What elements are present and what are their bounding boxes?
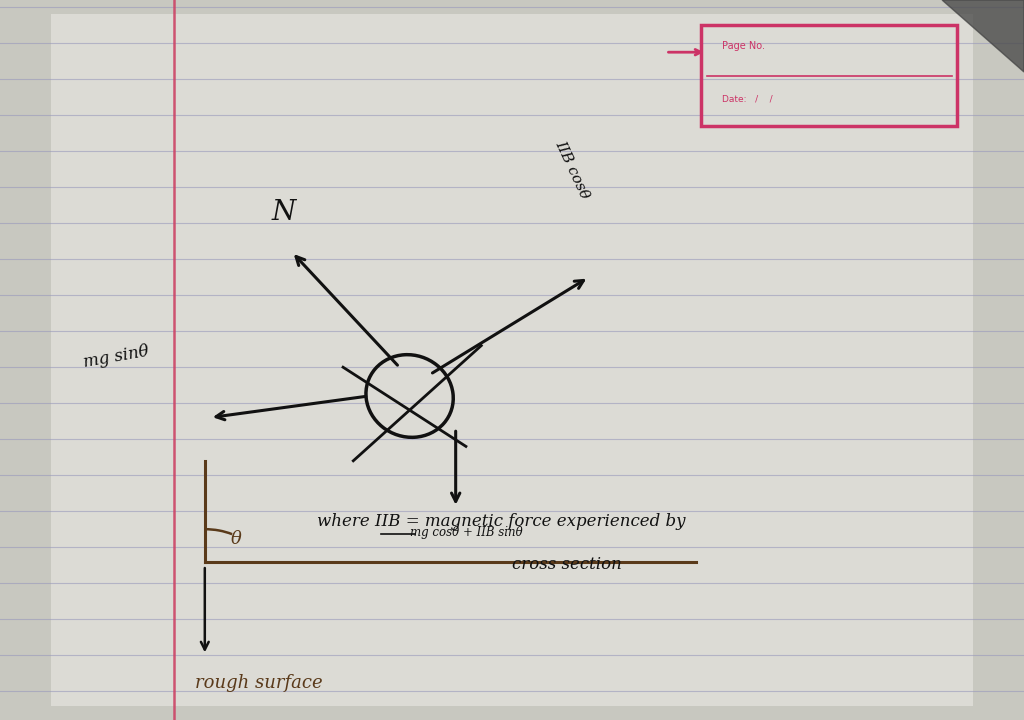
Polygon shape — [942, 0, 1024, 72]
Text: N: N — [271, 199, 296, 225]
Text: θ: θ — [230, 530, 242, 548]
Text: Date:   /    /: Date: / / — [722, 95, 772, 104]
Text: rough surface: rough surface — [195, 674, 323, 692]
Text: cross section: cross section — [512, 556, 622, 573]
Text: Page No.: Page No. — [722, 41, 765, 51]
Text: where IIB = magnetic force experienced by: where IIB = magnetic force experienced b… — [317, 513, 686, 530]
Text: mg sinθ: mg sinθ — [82, 343, 151, 372]
Text: IIB cosθ: IIB cosθ — [553, 138, 592, 201]
Text: mg cosθ + IIB sinθ: mg cosθ + IIB sinθ — [410, 526, 522, 539]
